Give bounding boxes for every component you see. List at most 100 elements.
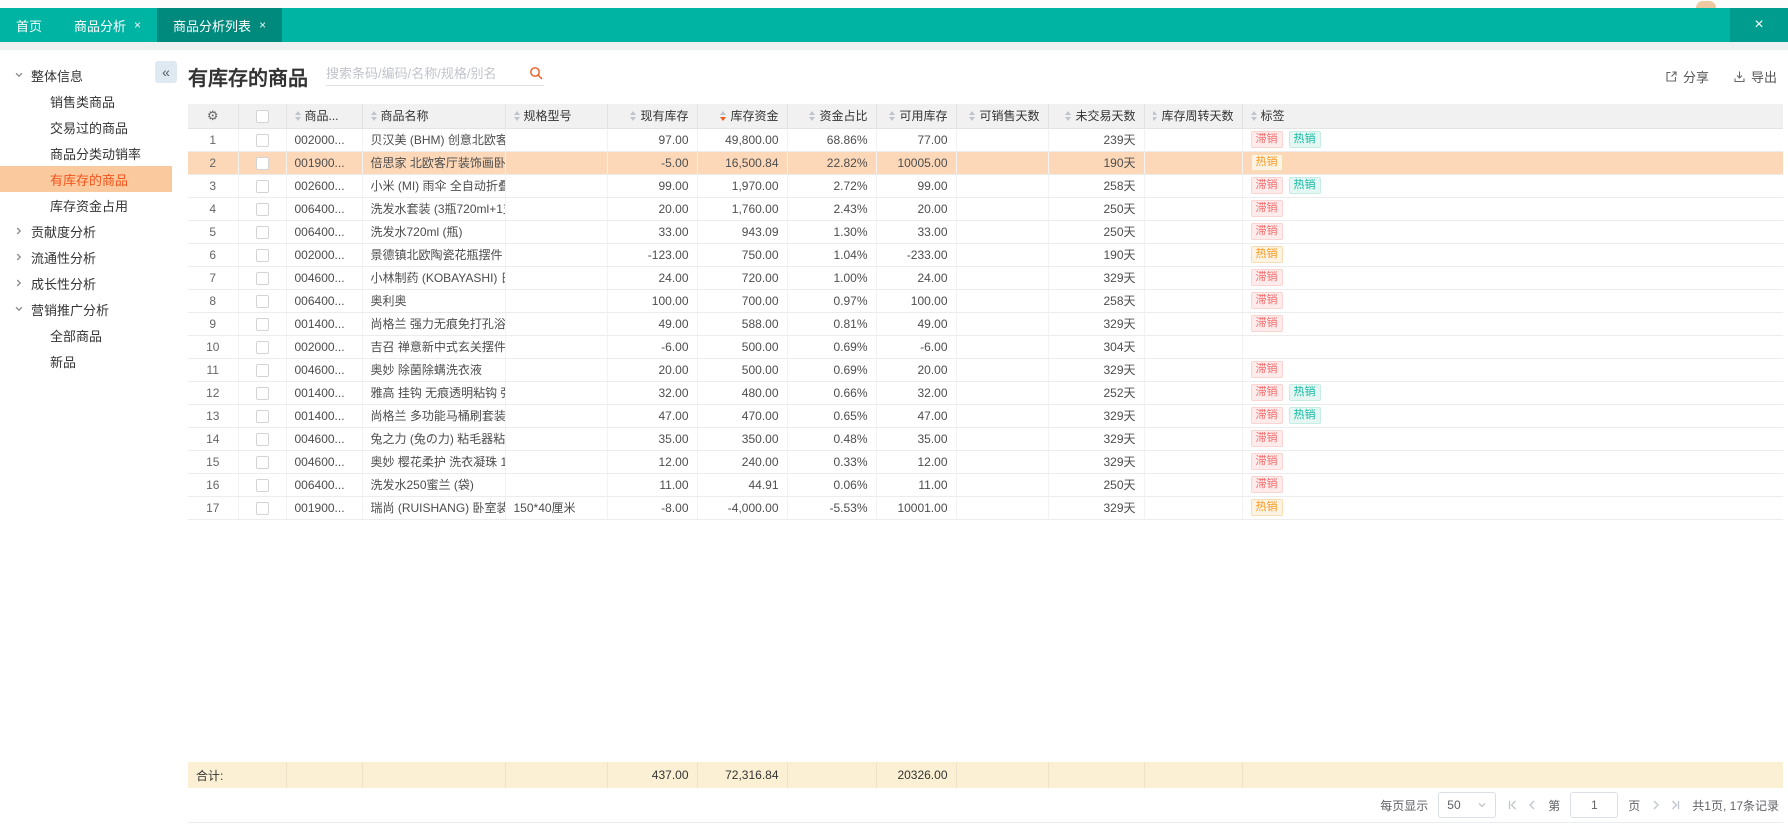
sort-icon[interactable] — [294, 110, 301, 121]
column-header[interactable]: 库存周转天数 — [1144, 104, 1243, 129]
table-row[interactable]: 4 006400... 洗发水套装 (3瓶720ml+1支 20.00 1,76… — [188, 197, 1783, 221]
sidebar-item[interactable]: 新品 — [0, 348, 172, 374]
row-checkbox[interactable] — [255, 271, 269, 285]
sort-icon[interactable] — [1065, 110, 1072, 121]
sidebar-item[interactable]: 销售类商品 — [0, 88, 172, 114]
table-row[interactable]: 13 001400... 尚格兰 多功能马桶刷套装 壁 47.00 470.00… — [188, 404, 1783, 428]
expander-icon[interactable] — [14, 304, 24, 314]
column-header[interactable]: 商品... — [286, 104, 363, 129]
sidebar-item[interactable]: 贡献度分析 — [0, 218, 172, 244]
row-checkbox[interactable] — [255, 202, 269, 216]
column-header[interactable]: 商品名称 — [362, 104, 506, 129]
column-header[interactable]: 现有库存 — [607, 104, 698, 129]
column-header[interactable]: 规格型号 — [505, 104, 608, 129]
sort-icon[interactable] — [630, 110, 637, 121]
row-checkbox[interactable] — [255, 478, 269, 492]
sidebar-item[interactable]: 有库存的商品 — [0, 166, 172, 192]
table-row[interactable]: 14 004600... 兔之力 (兔の力) 粘毛器粘 35.00 350.00… — [188, 427, 1783, 451]
sidebar-item[interactable]: 交易过的商品 — [0, 114, 172, 140]
tab[interactable]: 商品分析列表 × — [157, 8, 283, 42]
table-row[interactable]: 12 001400... 雅高 挂钩 无痕透明粘钩 强 32.00 480.00… — [188, 381, 1783, 405]
search-input[interactable] — [326, 66, 529, 81]
table-row[interactable]: 2 001900... 倍思家 北欧客厅装饰画卧室 -5.00 16,500.8… — [188, 151, 1783, 175]
table-row[interactable]: 9 001400... 尚格兰 强力无痕免打孔浴室 49.00 588.00 0… — [188, 312, 1783, 336]
column-label: 资金占比 — [819, 109, 868, 124]
sidebar-item[interactable]: 商品分类动销率 — [0, 140, 172, 166]
column-header[interactable]: 可销售天数 — [956, 104, 1049, 129]
tab[interactable]: 首页 — [0, 8, 58, 42]
row-checkbox[interactable] — [255, 179, 269, 193]
row-checkbox[interactable] — [255, 363, 269, 377]
row-checkbox[interactable] — [255, 156, 269, 170]
page-size-select[interactable]: 50 — [1438, 792, 1497, 818]
sort-icon[interactable] — [513, 110, 520, 121]
table-row[interactable]: 5 006400... 洗发水720ml (瓶) 33.00 943.09 1.… — [188, 220, 1783, 244]
last-page-button[interactable] — [1670, 799, 1682, 811]
sidebar-item[interactable]: 流通性分析 — [0, 244, 172, 270]
tab[interactable]: 商品分析 × — [58, 8, 157, 42]
row-checkbox[interactable] — [255, 248, 269, 262]
table-row[interactable]: 1 002000... 贝汉美 (BHM) 创意北欧客 97.00 49,800… — [188, 128, 1783, 152]
spec-cell — [505, 473, 608, 497]
row-checkbox[interactable] — [255, 317, 269, 331]
search-icon[interactable] — [529, 66, 544, 81]
table-row[interactable]: 15 004600... 奥妙 樱花柔护 洗衣凝珠 10 12.00 240.0… — [188, 450, 1783, 474]
table-row[interactable]: 6 002000... 景德镇北欧陶瓷花瓶摆件 仿 -123.00 750.00… — [188, 243, 1783, 267]
expander-icon[interactable] — [14, 226, 24, 236]
table-row[interactable]: 3 002600... 小米 (MI) 雨伞 全自动折叠 99.00 1,970… — [188, 174, 1783, 198]
column-header[interactable]: 标签 — [1242, 104, 1783, 129]
sidebar-item[interactable]: 全部商品 — [0, 322, 172, 348]
row-checkbox[interactable] — [255, 386, 269, 400]
column-header[interactable]: 未交易天数 — [1048, 104, 1145, 129]
sort-icon[interactable] — [720, 110, 727, 121]
table-row[interactable]: 11 004600... 奥妙 除菌除螨洗衣液 20.00 500.00 0.6… — [188, 358, 1783, 382]
column-header[interactable]: 可用库存 — [876, 104, 957, 129]
table-row[interactable]: 17 001900... 瑞尚 (RUISHANG) 卧室装 150*40厘米 … — [188, 496, 1783, 520]
row-checkbox[interactable] — [255, 455, 269, 469]
sidebar-collapse-button[interactable]: « — [155, 61, 177, 83]
row-checkbox[interactable] — [255, 409, 269, 423]
next-page-button[interactable] — [1650, 799, 1662, 811]
first-page-button[interactable] — [1506, 799, 1518, 811]
prev-page-button[interactable] — [1526, 799, 1538, 811]
product-name-cell: 尚格兰 强力无痕免打孔浴室 — [362, 312, 506, 336]
sort-icon[interactable] — [1250, 110, 1257, 121]
share-button[interactable]: 分享 — [1665, 67, 1709, 86]
expander-icon[interactable] — [14, 252, 24, 262]
export-button[interactable]: 导出 — [1733, 67, 1777, 86]
row-checkbox[interactable] — [255, 432, 269, 446]
row-checkbox[interactable] — [255, 133, 269, 147]
select-all-checkbox[interactable] — [255, 109, 269, 123]
turnover-days-cell — [1144, 266, 1243, 290]
sidebar-item-label: 交易过的商品 — [50, 120, 129, 136]
gear-icon[interactable]: ⚙ — [206, 107, 219, 123]
sort-icon[interactable] — [969, 110, 976, 121]
sort-icon[interactable] — [809, 110, 816, 121]
tags-cell: 滞销 — [1242, 266, 1783, 290]
table-row[interactable]: 16 006400... 洗发水250蜜兰 (袋) 11.00 44.91 0.… — [188, 473, 1783, 497]
close-window-button[interactable]: × — [1730, 8, 1788, 42]
divider-strip — [0, 42, 1788, 50]
sort-icon[interactable] — [1152, 110, 1158, 121]
column-header[interactable]: 资金占比 — [787, 104, 877, 129]
tab-close-icon[interactable]: × — [134, 18, 142, 32]
tags-cell: 滞销 — [1242, 358, 1783, 382]
sidebar-item[interactable]: 库存资金占用 — [0, 192, 172, 218]
expander-icon[interactable] — [14, 70, 24, 80]
page-number-input[interactable] — [1570, 792, 1619, 818]
expander-icon[interactable] — [14, 278, 24, 288]
row-checkbox[interactable] — [255, 225, 269, 239]
sidebar-item[interactable]: 成长性分析 — [0, 270, 172, 296]
column-header[interactable]: 库存资金 — [697, 104, 788, 129]
row-checkbox[interactable] — [255, 340, 269, 354]
table-row[interactable]: 8 006400... 奥利奥 100.00 700.00 0.97% 100.… — [188, 289, 1783, 313]
row-checkbox[interactable] — [255, 501, 269, 515]
table-row[interactable]: 7 004600... 小林制药 (KOBAYASHI) 日 24.00 720… — [188, 266, 1783, 290]
row-checkbox[interactable] — [255, 294, 269, 308]
sidebar-item[interactable]: 营销推广分析 — [0, 296, 172, 322]
sort-icon[interactable] — [889, 110, 896, 121]
sort-icon[interactable] — [370, 110, 377, 121]
table-row[interactable]: 10 002000... 吉召 禅意新中式玄关摆件客 -6.00 500.00 … — [188, 335, 1783, 359]
tab-close-icon[interactable]: × — [259, 18, 267, 32]
sidebar-item[interactable]: 整体信息 — [0, 62, 172, 88]
